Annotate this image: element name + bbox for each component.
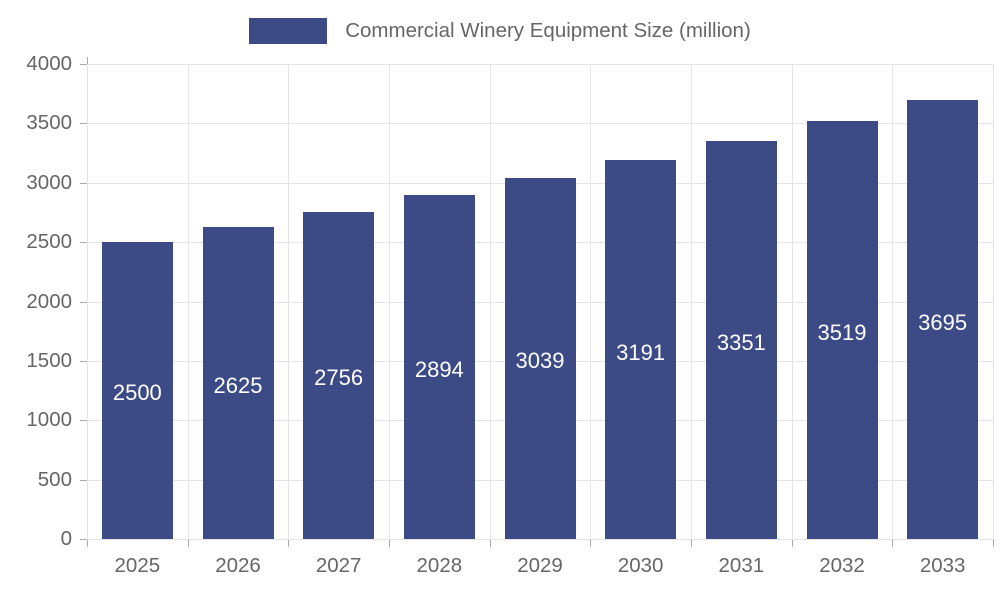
y-tick-mark bbox=[80, 301, 87, 303]
x-tick-mark bbox=[792, 540, 793, 547]
y-tick-mark bbox=[80, 479, 87, 481]
bar[interactable] bbox=[907, 100, 979, 539]
bar[interactable] bbox=[202, 227, 274, 539]
y-tick-label: 1500 bbox=[26, 348, 72, 372]
gridline-horizontal bbox=[87, 539, 993, 540]
bar[interactable] bbox=[303, 211, 375, 539]
bar-value-label: 2756 bbox=[314, 364, 364, 390]
x-tick-label: 2025 bbox=[114, 554, 161, 577]
legend-item-label: Commercial Winery Equipment Size (millio… bbox=[345, 18, 751, 42]
gridline-vertical bbox=[691, 64, 692, 539]
gridline-vertical bbox=[490, 64, 491, 539]
bar[interactable] bbox=[705, 141, 777, 539]
gridline-vertical bbox=[288, 64, 289, 539]
bar-value-label: 3039 bbox=[515, 348, 565, 374]
bar-value-label: 3351 bbox=[716, 330, 766, 356]
y-tick-mark bbox=[80, 420, 87, 422]
y-tick-mark bbox=[80, 182, 87, 184]
x-tick-label: 2033 bbox=[919, 554, 966, 577]
bar-value-label: 2894 bbox=[414, 356, 464, 382]
x-tick-mark bbox=[188, 540, 189, 547]
y-tick-label: 500 bbox=[37, 467, 72, 491]
x-tick-label: 2028 bbox=[416, 554, 463, 577]
y-tick-label: 1000 bbox=[26, 408, 72, 431]
gridline-vertical bbox=[993, 64, 994, 539]
gridline-vertical bbox=[87, 64, 88, 539]
bar[interactable] bbox=[403, 195, 475, 539]
bar[interactable] bbox=[605, 160, 677, 539]
gridline-vertical bbox=[892, 64, 893, 539]
bar-value-label: 3191 bbox=[616, 339, 666, 365]
chart-legend: Commercial Winery Equipment Size (millio… bbox=[0, 14, 1000, 48]
bar[interactable] bbox=[101, 242, 173, 539]
bar[interactable] bbox=[806, 121, 878, 539]
y-tick-mark bbox=[80, 539, 87, 540]
y-tick-mark bbox=[80, 242, 87, 244]
y-tick-label: 4000 bbox=[26, 51, 72, 75]
y-tick-label: 2000 bbox=[26, 289, 72, 313]
x-tick-label: 2032 bbox=[819, 554, 865, 577]
y-tick-label: 2500 bbox=[26, 229, 72, 253]
x-tick-label: 2030 bbox=[617, 554, 664, 577]
bar-value-label: 3519 bbox=[817, 320, 867, 346]
plot-area: 2500 2625 2756 2894 3039 3191 3351 3519 3695 bbox=[87, 64, 994, 540]
x-tick-mark bbox=[590, 540, 591, 547]
bar-value-label: 2500 bbox=[112, 379, 162, 405]
x-tick-mark bbox=[993, 540, 994, 547]
x-tick-label: 2029 bbox=[517, 554, 563, 577]
x-tick-mark bbox=[490, 540, 491, 547]
x-tick-mark bbox=[892, 540, 893, 547]
y-tick-label: 3000 bbox=[26, 170, 72, 194]
gridline-horizontal bbox=[87, 64, 993, 65]
x-tick-label: 2031 bbox=[718, 554, 765, 577]
x-tick-label: 2026 bbox=[215, 554, 261, 577]
x-tick-mark bbox=[389, 540, 390, 547]
legend-swatch-icon bbox=[249, 18, 328, 44]
legend-item-commercial-winery-equipment-size[interactable]: Commercial Winery Equipment Size (millio… bbox=[249, 18, 751, 44]
x-tick-mark bbox=[87, 540, 88, 547]
gridline-vertical bbox=[188, 64, 189, 539]
x-tick-mark bbox=[288, 540, 289, 547]
gridline-horizontal bbox=[87, 123, 993, 125]
bar-value-label: 3695 bbox=[918, 310, 968, 336]
gridline-vertical bbox=[792, 64, 793, 539]
x-tick-label: 2027 bbox=[315, 554, 362, 577]
x-tick-mark bbox=[691, 540, 692, 547]
gridline-vertical bbox=[590, 64, 591, 539]
y-tick-mark bbox=[80, 64, 87, 65]
bar[interactable] bbox=[504, 178, 576, 539]
y-tick-mark bbox=[80, 123, 87, 125]
bar-value-label: 2625 bbox=[213, 372, 263, 398]
y-tick-mark bbox=[80, 360, 87, 362]
y-tick-label: 3500 bbox=[26, 111, 72, 135]
y-tick-label: 0 bbox=[60, 526, 72, 550]
gridline-vertical bbox=[389, 64, 390, 539]
